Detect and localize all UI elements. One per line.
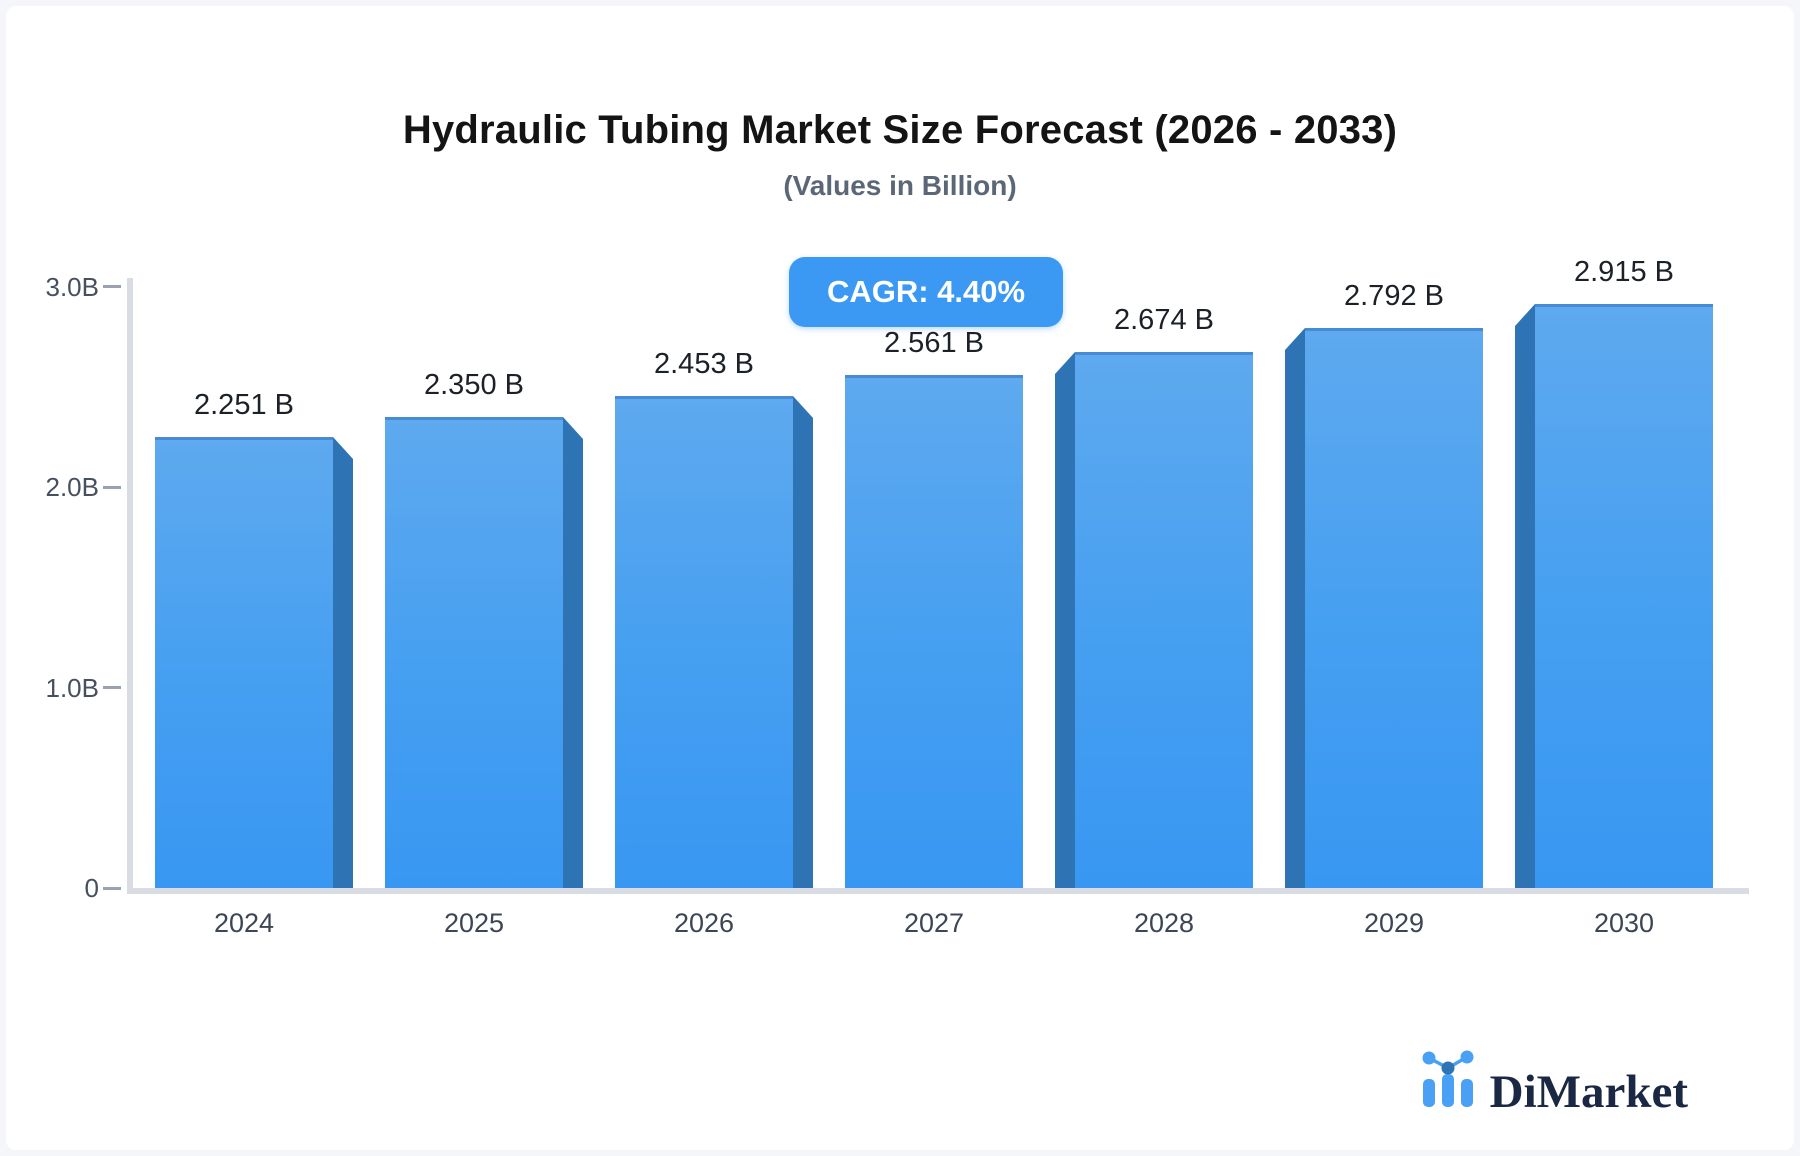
bar-side-panel [793,396,813,888]
bar-value-label: 2.674 B [1114,304,1214,336]
bar-2029 [1305,328,1483,888]
x-tick-label-2025: 2025 [443,908,505,938]
bar-value-label: 2.915 B [1574,256,1674,288]
y-tick-mark [103,886,121,890]
x-axis-baseline [127,888,1749,894]
bar-2024 [155,437,333,888]
bar-side-panel [333,437,353,888]
bar-value-label: 2.350 B [424,369,524,401]
bar-2030 [1535,304,1713,888]
bar-value-label: 2.453 B [654,348,754,380]
brand-logo-text: DiMarket [1489,1066,1688,1118]
brand-logo: DiMarket [1420,1049,1688,1116]
bar-2026 [615,396,793,888]
y-tick-label: 3.0B [45,271,100,302]
x-tick-label-2028: 2028 [1133,908,1195,938]
bar-value-label: 2.561 B [884,327,984,359]
bar-2025 [385,417,563,888]
y-tick-label: 2.0B [45,472,100,502]
chart-title: Hydraulic Tubing Market Size Forecast (2… [402,108,1398,152]
bar-2027 [845,375,1023,888]
y-axis-line [127,278,133,894]
chart-subtitle: (Values in Billion) [783,170,1017,201]
bar-value-label: 2.792 B [1344,280,1444,312]
bar-side-panel [1055,352,1075,888]
y-tick-mark [103,686,121,689]
bar-2028 [1075,352,1253,888]
x-tick-label-2027: 2027 [903,908,965,938]
bar-side-panel [563,417,583,888]
mini-bar-chart-icon [1420,1049,1478,1116]
y-tick-mark [103,285,121,288]
bar-side-panel [1515,304,1535,888]
bar-side-panel [1285,328,1305,888]
x-tick-label-2030: 2030 [1593,908,1655,938]
y-tick-label: 1.0B [45,672,100,703]
cagr-badge: CAGR: 4.40% [789,257,1063,327]
y-tick-mark [103,485,121,489]
bar-value-label: 2.251 B [194,389,294,421]
x-tick-label-2024: 2024 [213,908,275,938]
y-tick-label: 0 [84,873,99,903]
x-tick-label-2029: 2029 [1363,908,1425,938]
x-tick-label-2026: 2026 [673,908,735,938]
